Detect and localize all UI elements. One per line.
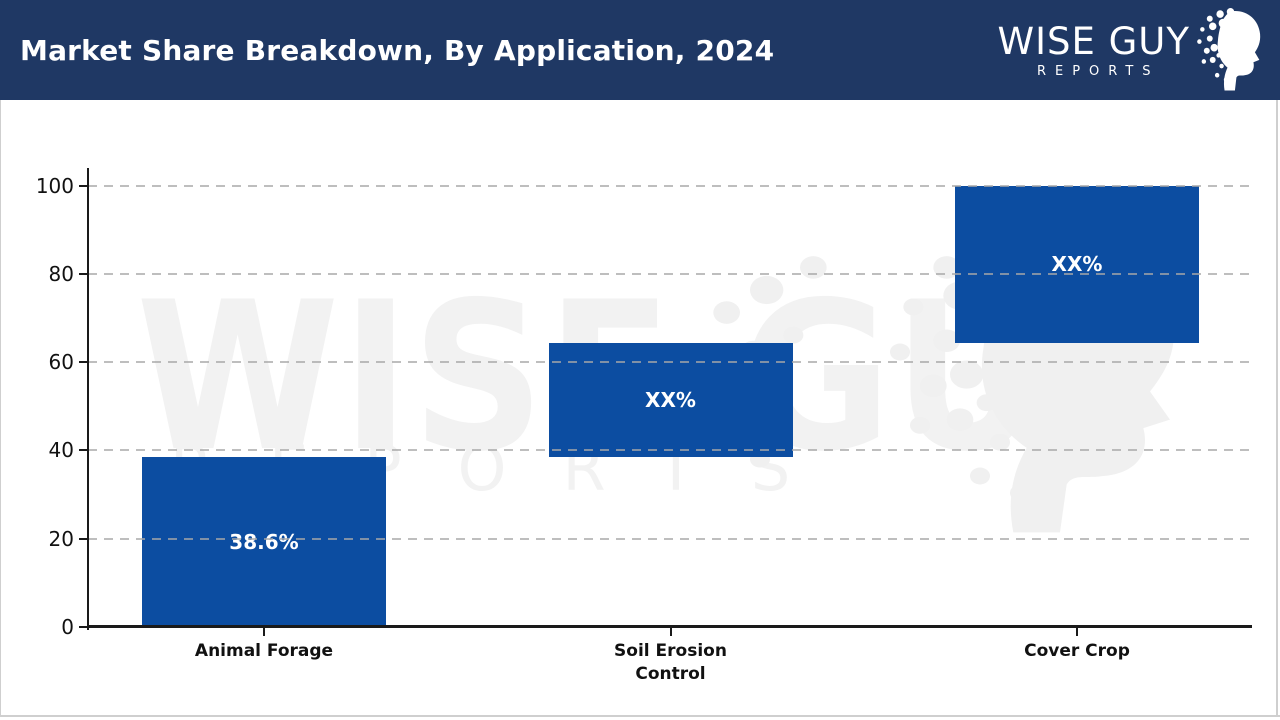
chart-title: Market Share Breakdown, By Application, …: [20, 33, 775, 67]
frame-left-border: [0, 100, 1, 716]
y-tick-40: [79, 449, 88, 452]
bar-value-label: XX%: [645, 387, 696, 412]
y-tick-20: [79, 537, 88, 540]
gridline-y-40: [88, 449, 1252, 452]
frame-right-border: [1276, 100, 1278, 716]
y-tick-0: [79, 626, 88, 628]
category-label-line: Animal Forage: [194, 641, 334, 661]
y-tick-label-40: 40: [48, 438, 74, 463]
category-label-animal-forage: Animal Forage: [144, 640, 384, 663]
gridline-y-20: [88, 537, 1252, 540]
y-tick-label-60: 60: [48, 350, 74, 375]
logo-wordmark: WISE GUY REPORTS: [998, 23, 1190, 78]
x-axis-line: [88, 625, 1252, 628]
x-tick-0: [263, 628, 265, 636]
bar-animal-forage: 38.6%: [142, 456, 386, 627]
y-tick-label-100: 100: [35, 173, 74, 198]
category-label-line: Soil Erosion: [614, 641, 727, 661]
gridline-y-100: [88, 184, 1252, 187]
gridline-y-60: [88, 361, 1252, 364]
plot-area: 38.6% XX% XX% 0 20 40 60 80 100 Animal Forage Soil…: [36, 168, 1252, 684]
category-label-line: Control: [635, 663, 706, 684]
y-axis-line: [87, 168, 89, 630]
gridline-y-80: [88, 272, 1252, 275]
x-tick-1: [669, 628, 672, 636]
header-bar: Market Share Breakdown, By Application, …: [0, 0, 1280, 100]
y-tick-label-0: 0: [61, 615, 74, 639]
y-tick-label-80: 80: [48, 261, 74, 286]
category-label-cover-crop: Cover Crop: [957, 640, 1197, 663]
y-tick-80: [79, 272, 88, 275]
bar-value-label: 38.6%: [229, 529, 299, 554]
bar-cover-crop: XX%: [955, 185, 1199, 344]
y-tick-100: [79, 184, 88, 187]
logo-secondary-text: REPORTS: [1036, 63, 1160, 79]
logo-face-icon: [1197, 8, 1261, 91]
x-tick-2: [1076, 628, 1078, 636]
frame-bottom-border: [0, 715, 1280, 717]
logo-primary-text: WISE GUY: [997, 19, 1190, 63]
category-label-line: Cover Crop: [1024, 641, 1130, 661]
category-label-soil-erosion-control: Soil Erosion Control: [551, 640, 791, 686]
y-tick-label-20: 20: [48, 526, 74, 551]
wiseguy-logo: WISE GUY REPORTS: [998, 8, 1266, 92]
y-tick-60: [79, 361, 88, 364]
